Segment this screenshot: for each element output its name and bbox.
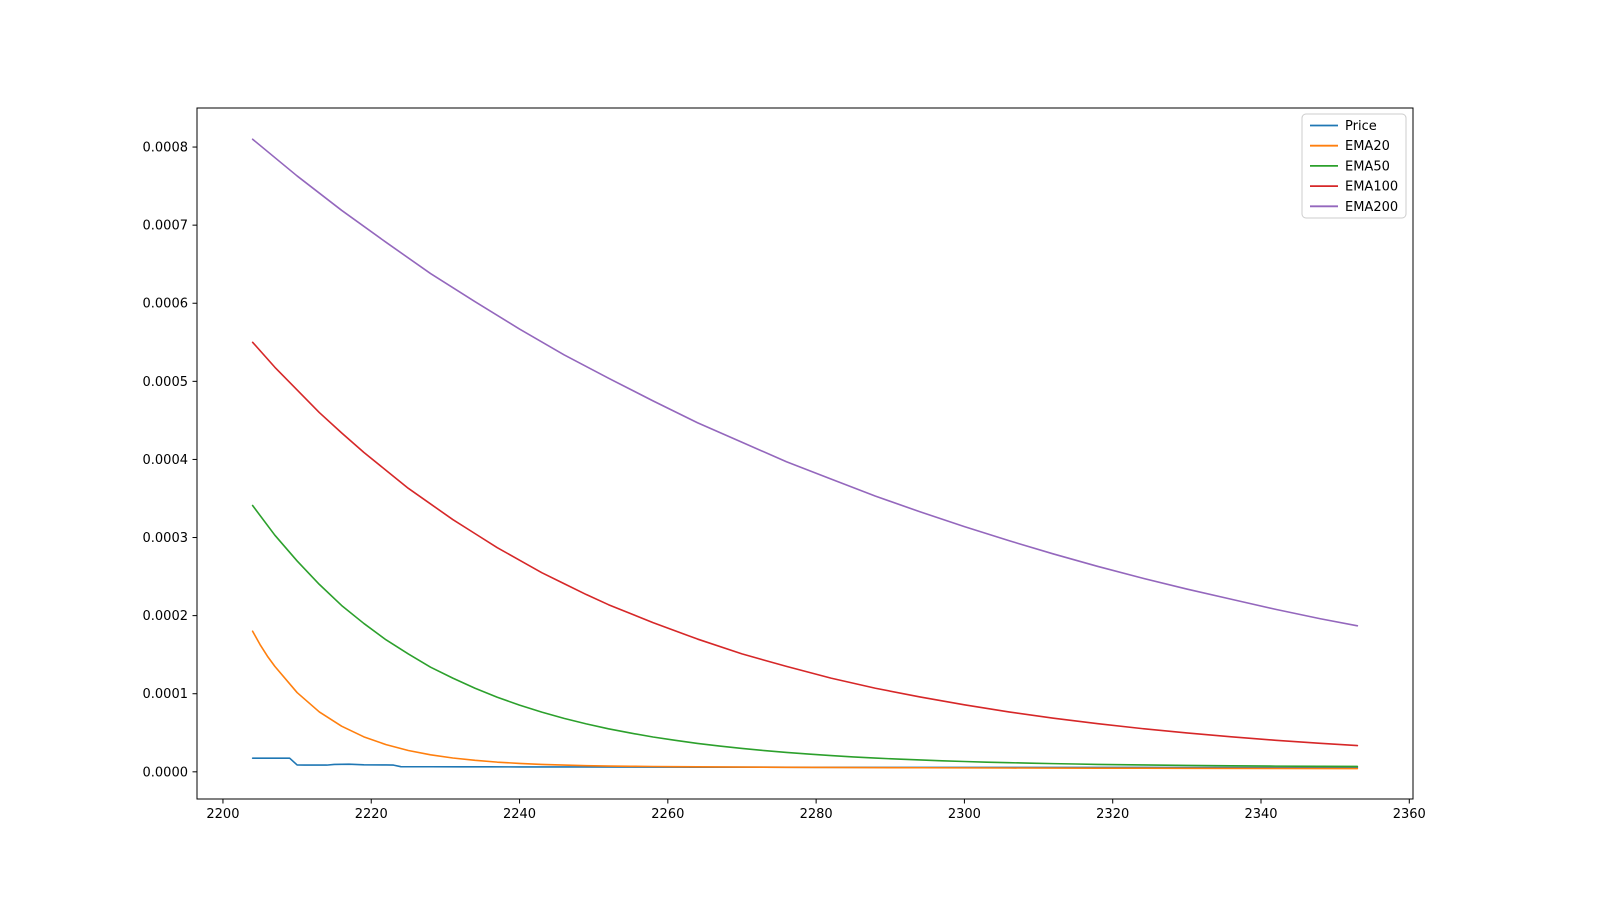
- legend-label: EMA100: [1345, 180, 1398, 195]
- legend: Price EMA20 EMA50 EMA100 EMA200: [1301, 113, 1407, 219]
- y-tick-label: 0.0004: [143, 453, 189, 468]
- y-tick-label: 0.0000: [143, 765, 189, 780]
- series-line-ema200: [251, 138, 1359, 627]
- x-tick-label: 2260: [651, 807, 684, 822]
- y-axis: 0.0000 0.0001 0.0002 0.0003 0.0004 0.0005 0.00…: [143, 141, 197, 780]
- y-tick-label: 0.0008: [143, 141, 189, 156]
- x-tick-label: 2320: [1096, 807, 1129, 822]
- x-tick-label: 2360: [1393, 807, 1426, 822]
- x-tick-label: 2280: [800, 807, 833, 822]
- y-tick-label: 0.0007: [143, 219, 189, 234]
- series-line-ema20: [251, 630, 1359, 770]
- series-line-ema50: [251, 504, 1359, 768]
- y-tick-label: 0.0002: [143, 609, 189, 624]
- legend-label: EMA200: [1345, 200, 1398, 215]
- x-tick-label: 2300: [948, 807, 981, 822]
- x-axis: 2200 2220 2240 2260 2280 2300 2320 2340 2360: [206, 799, 1426, 822]
- legend-entry: EMA20: [1310, 139, 1390, 154]
- y-tick-label: 0.0003: [143, 531, 189, 546]
- y-tick-label: 0.0005: [143, 375, 189, 390]
- legend-entry: Price: [1310, 119, 1377, 134]
- legend-label: EMA20: [1345, 139, 1390, 154]
- series-line-ema100: [251, 341, 1359, 747]
- plot-area: [196, 107, 1414, 800]
- x-tick-label: 2200: [206, 807, 239, 822]
- legend-label: Price: [1345, 119, 1377, 134]
- x-tick-label: 2240: [503, 807, 536, 822]
- x-tick-label: 2220: [355, 807, 388, 822]
- x-tick-label: 2340: [1244, 807, 1277, 822]
- y-tick-label: 0.0001: [143, 687, 189, 702]
- legend-entry: EMA100: [1310, 180, 1398, 195]
- legend-label: EMA50: [1345, 159, 1390, 174]
- legend-box: [1301, 113, 1407, 219]
- legend-entry: EMA200: [1310, 200, 1398, 215]
- y-tick-label: 0.0006: [143, 297, 189, 312]
- legend-entry: EMA50: [1310, 159, 1390, 174]
